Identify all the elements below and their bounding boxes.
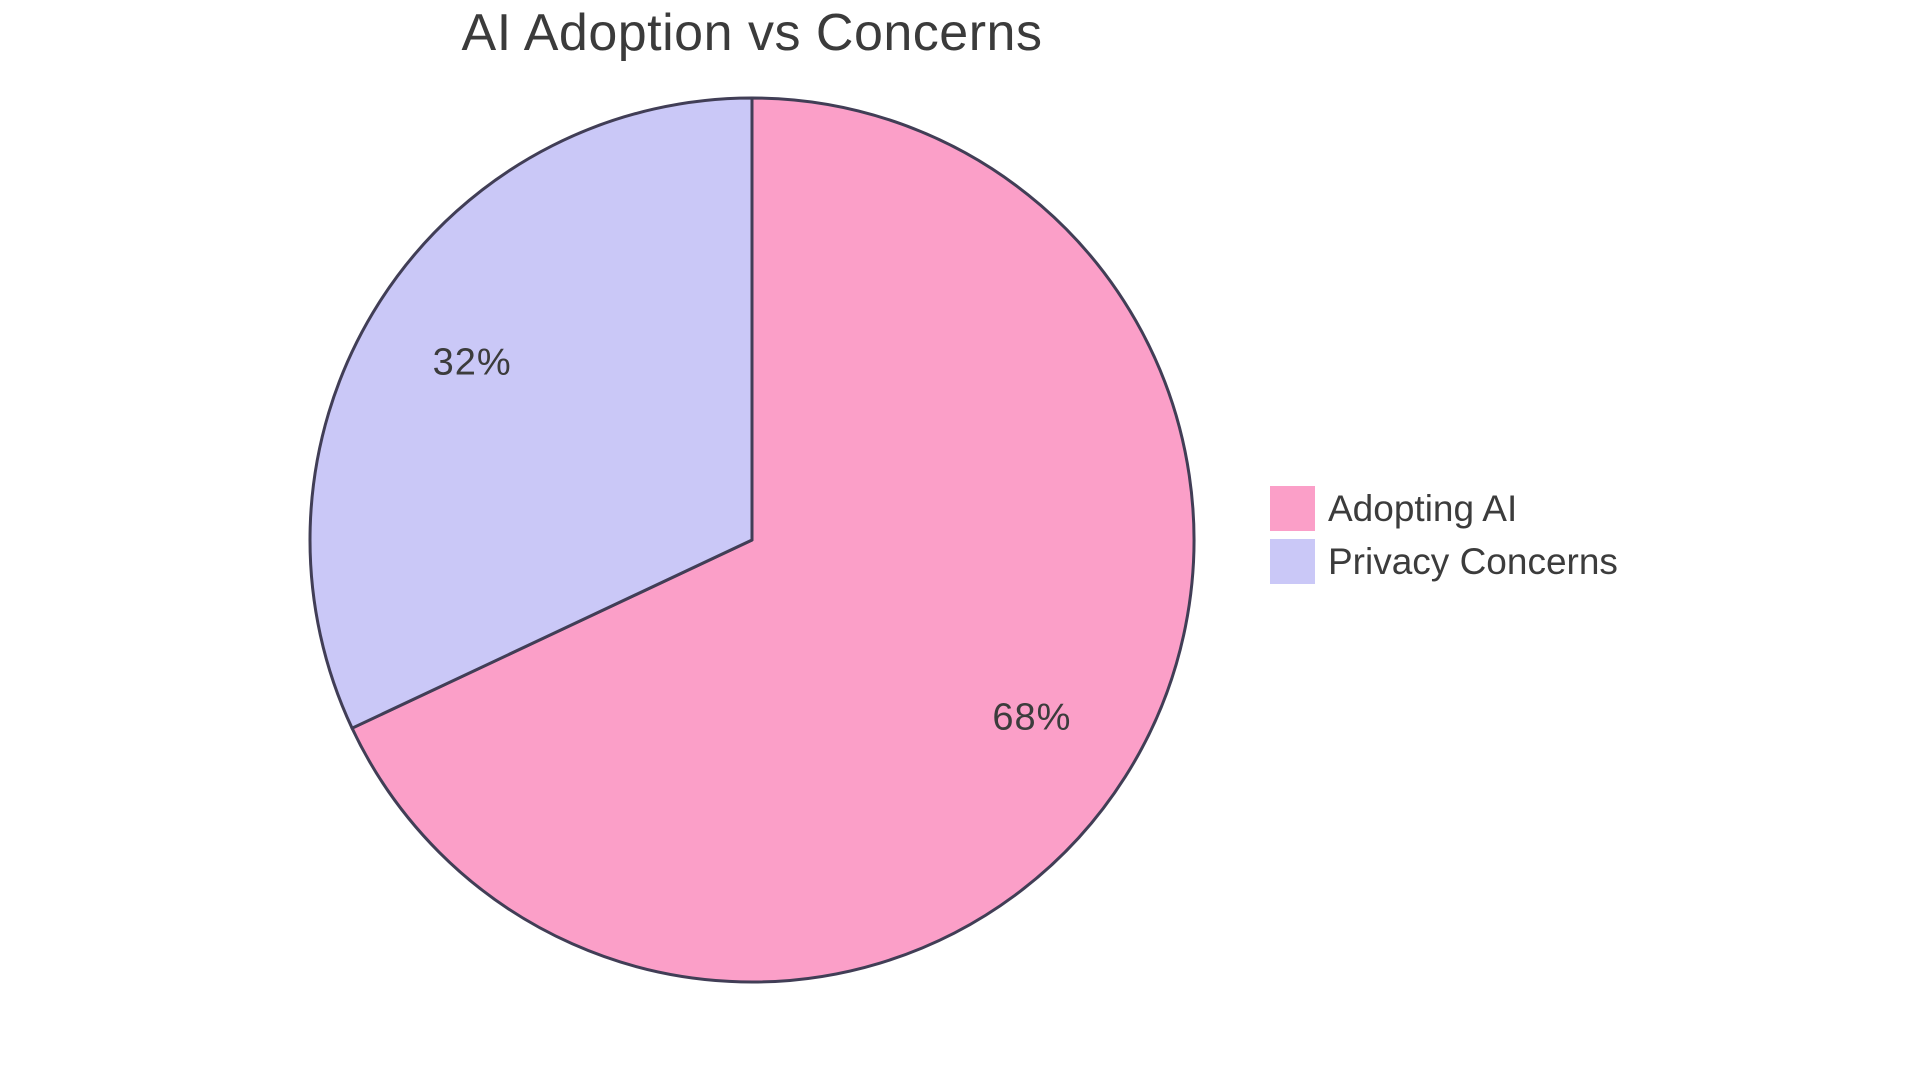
pie-slice-privacy-concerns [308, 96, 754, 730]
chart-legend: Adopting AI Privacy Concerns [1270, 486, 1618, 584]
legend-swatch-adopting-ai [1270, 486, 1315, 531]
legend-item-adopting-ai: Adopting AI [1270, 486, 1618, 531]
legend-swatch-privacy-concerns [1270, 539, 1315, 584]
legend-label-adopting-ai: Adopting AI [1328, 488, 1518, 529]
legend-item-privacy-concerns: Privacy Concerns [1270, 539, 1618, 584]
legend-label-privacy-concerns: Privacy Concerns [1328, 541, 1618, 582]
slice-label-68%: 68% [992, 697, 1071, 739]
slice-label-32%: 32% [433, 341, 512, 383]
chart-title: AI Adoption vs Concerns [461, 4, 1043, 62]
pie-slice-adopting-ai [350, 96, 1196, 984]
